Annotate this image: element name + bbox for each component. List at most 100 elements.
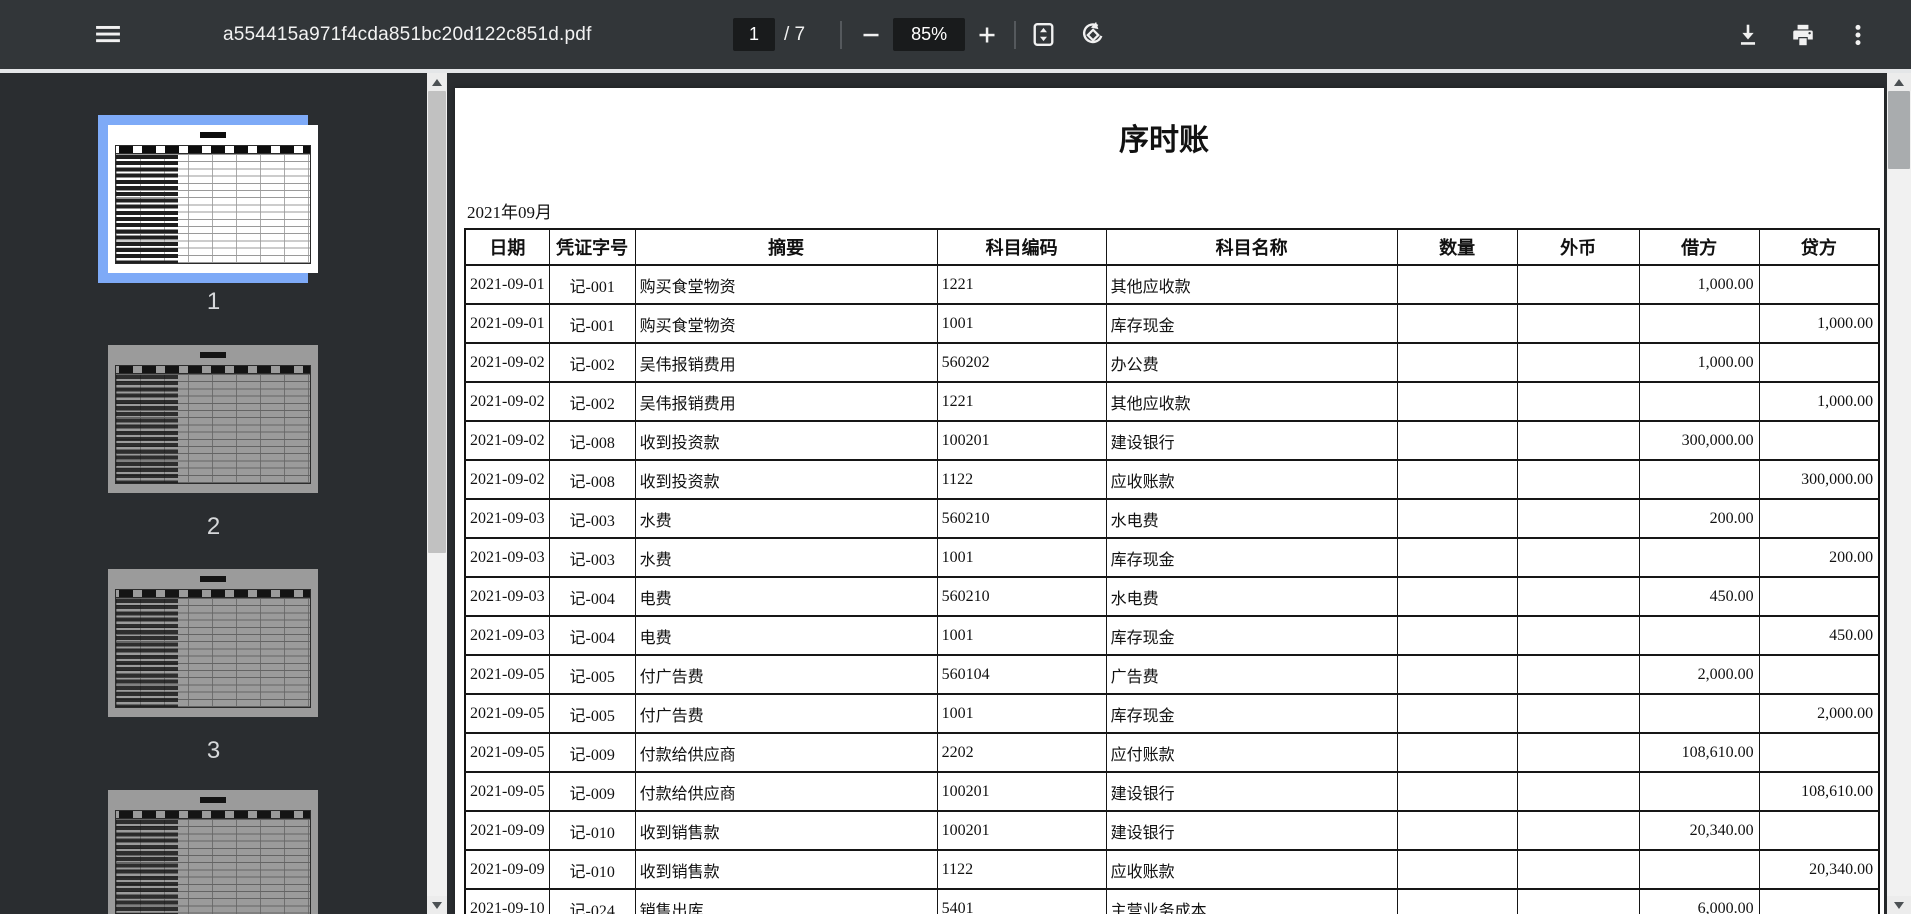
table-cell: 1221 <box>936 381 1107 422</box>
table-cell <box>1396 615 1518 656</box>
table-cell: 库存现金 <box>1105 537 1398 578</box>
table-cell: 电费 <box>634 576 938 617</box>
scroll-down-button[interactable] <box>427 896 447 914</box>
table-cell: 1221 <box>936 264 1107 305</box>
table-cell: 广告费 <box>1105 654 1398 695</box>
table-cell <box>1516 849 1640 890</box>
scroll-up-button[interactable] <box>427 73 447 91</box>
thumb-table <box>115 810 311 914</box>
table-cell <box>1638 849 1760 890</box>
download-button[interactable] <box>1728 15 1768 55</box>
table-cell <box>1396 576 1518 617</box>
table-cell: 2021-09-05 <box>464 771 550 812</box>
print-button[interactable] <box>1783 15 1823 55</box>
sidebar-scrollbar[interactable] <box>427 73 447 914</box>
table-cell: 2021-09-01 <box>464 303 550 344</box>
scroll-up-button[interactable] <box>1887 73 1911 91</box>
table-row: 2021-09-03 记-004 电费 560210 水电费 450.00 <box>464 576 1880 617</box>
table-cell <box>1396 420 1518 461</box>
table-cell: 100201 <box>936 420 1107 461</box>
thumb-title-bar <box>200 352 226 358</box>
column-header: 凭证字号 <box>548 228 636 266</box>
pdf-toolbar: a554415a971f4cda851bc20d122c851d.pdf / 7… <box>0 0 1911 69</box>
table-cell: 560210 <box>936 498 1107 539</box>
thumb-table-rows <box>116 819 310 914</box>
table-cell: 付款给供应商 <box>634 771 938 812</box>
table-cell: 付款给供应商 <box>634 732 938 773</box>
table-cell: 200.00 <box>1758 537 1880 578</box>
table-cell: 5401 <box>936 888 1107 914</box>
zoom-out-icon <box>859 23 883 47</box>
thumbnail-page-number: 2 <box>206 513 221 540</box>
ledger-table: 日期 凭证字号 摘要 科目编码 科目名称 数量 外币 借方 贷方 2021-09-01 记-001… <box>464 228 1881 914</box>
table-cell: 其他应收款 <box>1105 264 1398 305</box>
page-thumbnail[interactable] <box>108 790 318 914</box>
table-cell: 2021-09-03 <box>464 615 550 656</box>
table-cell <box>1516 615 1640 656</box>
table-cell: 应收账款 <box>1105 459 1398 500</box>
triangle-up-icon <box>1894 78 1904 86</box>
table-cell: 记-001 <box>548 264 636 305</box>
table-row: 2021-09-02 记-002 吴伟报销费用 1221 其他应收款 1,000.00 <box>464 381 1880 422</box>
table-cell <box>1396 771 1518 812</box>
thumb-table-header <box>116 366 310 374</box>
table-cell: 收到投资款 <box>634 459 938 500</box>
thumbnail-page-preview <box>108 125 318 273</box>
table-cell <box>1396 849 1518 890</box>
table-cell <box>1516 771 1640 812</box>
table-cell <box>1516 888 1640 914</box>
table-cell: 吴伟报销费用 <box>634 381 938 422</box>
table-cell <box>1638 537 1760 578</box>
rotate-icon-button[interactable] <box>1072 15 1112 55</box>
table-cell: 吴伟报销费用 <box>634 342 938 383</box>
toolbar-divider <box>840 20 843 49</box>
thumb-table <box>115 365 311 484</box>
table-cell: 购买食堂物资 <box>634 303 938 344</box>
table-cell <box>1638 303 1760 344</box>
table-cell: 1001 <box>936 615 1107 656</box>
table-cell <box>1396 888 1518 914</box>
document-period: 2021年09月 <box>467 203 552 222</box>
table-cell: 200.00 <box>1638 498 1760 539</box>
table-cell: 水费 <box>634 537 938 578</box>
page-thumbnail[interactable] <box>98 115 318 283</box>
page-number-input[interactable] <box>733 18 775 51</box>
table-cell: 记-024 <box>548 888 636 914</box>
fit-to-page-button[interactable] <box>1023 15 1063 55</box>
zoom-in-button[interactable] <box>967 15 1007 55</box>
table-cell <box>1396 459 1518 500</box>
main-scrollbar-thumb[interactable] <box>1888 91 1910 169</box>
table-row: 2021-09-02 记-008 收到投资款 1122 应收账款 300,000.00 <box>464 459 1880 500</box>
table-cell <box>1758 576 1880 617</box>
table-cell <box>1396 498 1518 539</box>
table-cell: 1122 <box>936 459 1107 500</box>
table-cell: 记-008 <box>548 420 636 461</box>
zoom-out-button[interactable] <box>851 15 891 55</box>
table-cell: 记-002 <box>548 342 636 383</box>
table-cell: 2,000.00 <box>1758 693 1880 734</box>
table-cell: 450.00 <box>1758 615 1880 656</box>
main-scrollbar[interactable] <box>1887 73 1911 914</box>
scroll-down-button[interactable] <box>1887 896 1911 914</box>
page-thumbnail[interactable] <box>108 345 318 493</box>
table-cell <box>1758 654 1880 695</box>
table-row: 2021-09-02 记-008 收到投资款 100201 建设银行 300,000.00 <box>464 420 1880 461</box>
table-cell <box>1516 498 1640 539</box>
table-cell: 记-005 <box>548 654 636 695</box>
table-cell: 2021-09-05 <box>464 654 550 695</box>
table-cell <box>1516 420 1640 461</box>
table-cell: 2202 <box>936 732 1107 773</box>
table-cell: 记-003 <box>548 537 636 578</box>
fit-page-icon <box>1030 21 1057 48</box>
table-cell: 2021-09-03 <box>464 576 550 617</box>
table-cell <box>1758 888 1880 914</box>
menu-button[interactable] <box>88 14 128 54</box>
table-cell: 收到投资款 <box>634 420 938 461</box>
menu-icon <box>95 21 121 47</box>
table-cell: 1,000.00 <box>1758 381 1880 422</box>
page-thumbnail[interactable] <box>108 569 318 717</box>
sidebar-scrollbar-thumb[interactable] <box>428 91 446 553</box>
more-options-button[interactable] <box>1838 15 1878 55</box>
table-row: 2021-09-09 记-010 收到销售款 100201 建设银行 20,340.00 <box>464 810 1880 851</box>
